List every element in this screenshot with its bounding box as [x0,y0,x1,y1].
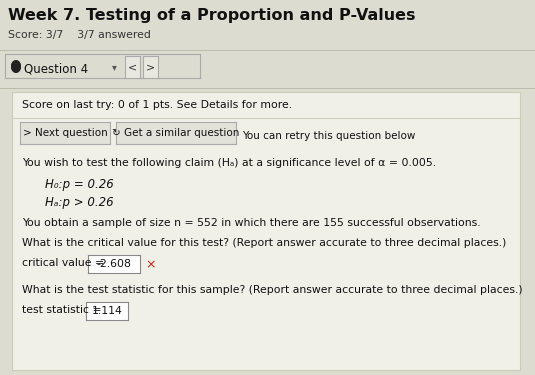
Text: What is the test statistic for this sample? (Report answer accurate to three dec: What is the test statistic for this samp… [22,285,523,295]
Text: Hₐ:p > 0.26: Hₐ:p > 0.26 [45,196,113,209]
Text: Week 7. Testing of a Proportion and P-Values: Week 7. Testing of a Proportion and P-Va… [8,8,416,23]
Text: 1.114: 1.114 [91,306,123,316]
Text: ↻ Get a similar question: ↻ Get a similar question [112,128,240,138]
Text: Score: 3/7    3/7 answered: Score: 3/7 3/7 answered [8,30,151,40]
Text: Score on last try: 0 of 1 pts. See Details for more.: Score on last try: 0 of 1 pts. See Detai… [22,100,292,110]
Text: >: > [146,62,155,72]
Circle shape [11,61,20,72]
Text: test statistic =: test statistic = [22,305,105,315]
Text: H₀:p = 0.26: H₀:p = 0.26 [45,178,114,191]
Text: <: < [128,62,137,72]
Text: critical value =: critical value = [22,258,108,268]
Text: What is the critical value for this test? (Report answer accurate to three decim: What is the critical value for this test… [22,238,506,248]
Text: Question 4: Question 4 [24,62,88,75]
Text: You can retry this question below: You can retry this question below [242,131,415,141]
Text: -2.608: -2.608 [96,259,132,269]
Text: You obtain a sample of size n = 552 in which there are 155 successful observatio: You obtain a sample of size n = 552 in w… [22,218,480,228]
Text: You wish to test the following claim (Hₐ) at a significance level of α = 0.005.: You wish to test the following claim (Hₐ… [22,158,436,168]
Text: ▾: ▾ [112,62,117,72]
Text: > Next question: > Next question [22,128,108,138]
Text: ×: × [145,258,156,271]
